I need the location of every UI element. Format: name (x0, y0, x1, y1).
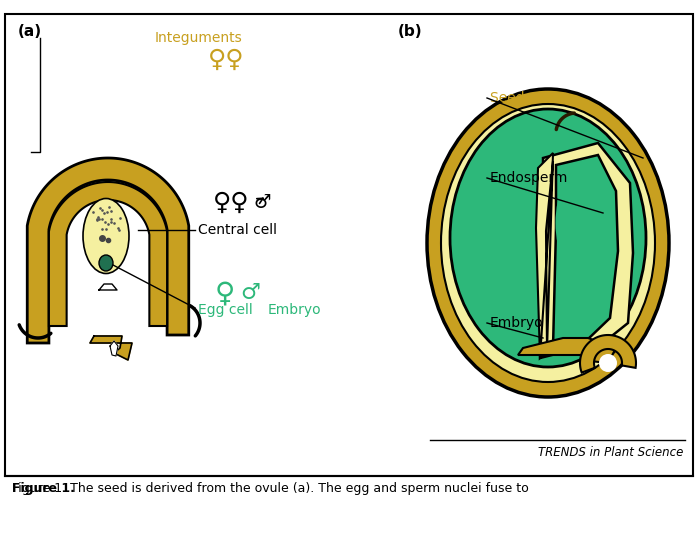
Text: ♂: ♂ (253, 194, 271, 213)
Polygon shape (27, 158, 188, 343)
Text: Endosperm: Endosperm (490, 171, 568, 185)
Text: (a): (a) (18, 24, 42, 39)
Text: (b): (b) (398, 24, 422, 39)
Polygon shape (99, 284, 117, 298)
Text: TRENDS in Plant Science: TRENDS in Plant Science (537, 446, 683, 459)
Text: Embryo: Embryo (490, 316, 544, 330)
Text: Figure 1. The seed is derived from the ovule (a). The egg and sperm nuclei fuse : Figure 1. The seed is derived from the o… (12, 482, 529, 495)
Ellipse shape (599, 354, 617, 372)
Text: Integuments: Integuments (155, 31, 243, 45)
Polygon shape (49, 182, 167, 326)
Text: Embryo: Embryo (268, 303, 322, 317)
Polygon shape (536, 153, 553, 358)
Text: ♀♀: ♀♀ (213, 191, 249, 215)
Ellipse shape (83, 199, 129, 273)
Text: ♂: ♂ (240, 283, 260, 303)
Polygon shape (518, 338, 616, 363)
FancyBboxPatch shape (5, 14, 693, 476)
Text: Central cell: Central cell (198, 223, 277, 237)
Ellipse shape (99, 255, 113, 271)
Text: ♀♀: ♀♀ (208, 48, 244, 72)
Polygon shape (90, 336, 132, 360)
Ellipse shape (450, 109, 646, 367)
Polygon shape (580, 335, 636, 373)
Text: ♀: ♀ (215, 279, 235, 307)
Ellipse shape (441, 104, 655, 382)
Ellipse shape (427, 89, 669, 397)
Text: Egg cell: Egg cell (198, 303, 253, 317)
Polygon shape (110, 341, 118, 356)
Text: Figure 1.: Figure 1. (12, 482, 75, 495)
Text: Seed coat: Seed coat (490, 91, 559, 105)
Polygon shape (540, 143, 633, 358)
Ellipse shape (556, 168, 611, 278)
